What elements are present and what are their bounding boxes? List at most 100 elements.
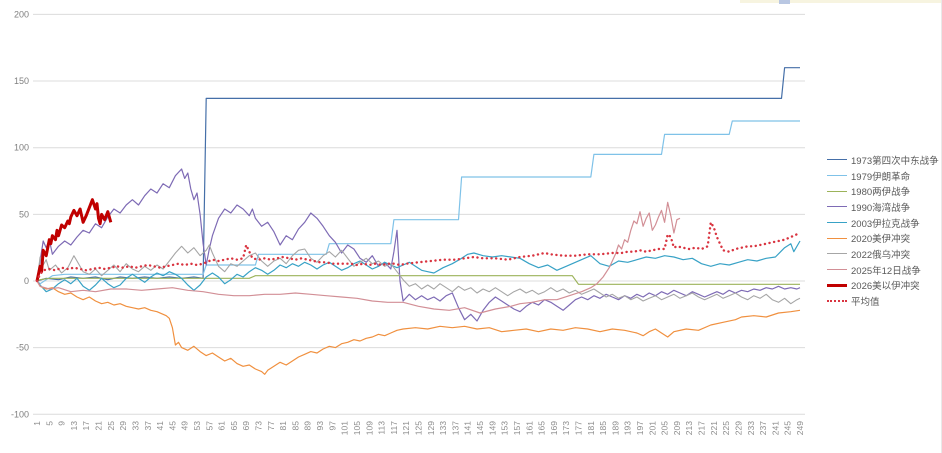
x-axis-tick-label: 165 <box>537 421 547 435</box>
x-axis-tick-label: 233 <box>746 421 756 435</box>
x-axis-tick-label: 89 <box>303 421 313 431</box>
chart-legend: 1973第四次中东战争 1979伊朗革命 1980两伊战争 1990海湾战争 2003伊… <box>827 152 942 309</box>
legend-label: 2025年12日战争 <box>851 265 921 277</box>
x-axis-tick-label: 117 <box>389 421 399 435</box>
x-axis-tick-label: 1 <box>32 421 42 426</box>
x-axis-tick-label: 229 <box>733 421 743 435</box>
x-axis-tick-label: 173 <box>561 421 571 435</box>
y-axis-tick-label: 200 <box>14 9 29 19</box>
x-axis-tick-label: 217 <box>697 421 707 435</box>
series-line <box>36 275 800 285</box>
series-line <box>36 168 801 322</box>
x-axis-tick-label: 245 <box>783 421 793 435</box>
legend-item[interactable]: 1990海湾战争 <box>827 199 942 215</box>
legend-swatch-line <box>827 175 847 177</box>
x-axis-tick-label: 61 <box>217 421 227 431</box>
legend-item[interactable]: 2026美以伊冲突 <box>827 278 942 294</box>
legend-swatch-line <box>827 159 847 161</box>
legend-swatch-line <box>827 206 847 208</box>
legend-label: 2026美以伊冲突 <box>851 281 920 293</box>
x-axis-tick-label: 41 <box>155 421 165 431</box>
x-axis-tick-label: 5 <box>44 421 54 426</box>
x-axis-tick-label: 97 <box>327 421 337 431</box>
x-axis-tick-label: 49 <box>180 421 190 431</box>
x-axis-tick-label: 125 <box>413 421 423 435</box>
x-axis-tick-label: 33 <box>130 421 140 431</box>
x-axis-tick-label: 113 <box>377 421 387 435</box>
x-axis-tick-label: 153 <box>500 421 510 435</box>
legend-item[interactable]: 平均值 <box>827 293 942 309</box>
x-axis-tick-label: 209 <box>672 421 682 435</box>
x-axis-tick-label: 109 <box>364 421 374 435</box>
legend-label: 2003伊拉克战争 <box>851 218 920 230</box>
legend-label: 1990海湾战争 <box>851 202 911 214</box>
x-axis-tick-label: 157 <box>512 421 522 435</box>
x-axis-tick-label: 81 <box>278 421 288 431</box>
legend-item[interactable]: 2022俄乌冲突 <box>827 246 942 262</box>
legend-item[interactable]: 2020美伊冲突 <box>827 230 942 246</box>
legend-swatch-line <box>827 269 847 271</box>
x-axis-tick-label: 161 <box>524 421 534 435</box>
x-axis-tick-label: 221 <box>709 421 719 435</box>
x-axis-tick-label: 53 <box>192 421 202 431</box>
y-axis-tick-label: 100 <box>14 143 29 153</box>
y-axis-tick-label: -100 <box>11 409 29 419</box>
x-axis-tick-label: 29 <box>118 421 128 431</box>
legend-item[interactable]: 1973第四次中东战争 <box>827 152 942 168</box>
x-axis-tick-label: 225 <box>721 421 731 435</box>
legend-swatch-line <box>827 253 847 255</box>
x-axis-tick-label: 121 <box>401 421 411 435</box>
legend-label: 2020美伊冲突 <box>851 234 911 246</box>
x-axis-tick-label: 73 <box>254 421 264 431</box>
legend-item[interactable]: 2003伊拉克战争 <box>827 215 942 231</box>
series-line <box>36 280 801 375</box>
y-axis-tick-label: 0 <box>24 276 29 286</box>
y-axis-tick-label: 50 <box>19 209 29 219</box>
series-line <box>36 240 801 293</box>
series-line <box>36 67 800 282</box>
x-axis-tick-label: 101 <box>340 421 350 435</box>
x-axis-tick-label: 57 <box>204 421 214 431</box>
series-line <box>35 221 802 283</box>
x-axis-tick-label: 141 <box>463 421 473 435</box>
x-axis-tick-label: 181 <box>586 421 596 435</box>
x-axis-tick-label: 65 <box>229 421 239 431</box>
legend-label: 2022俄乌冲突 <box>851 249 911 261</box>
legend-swatch-line <box>827 190 847 192</box>
y-axis-tick-label: 150 <box>14 76 29 86</box>
legend-swatch-line <box>827 300 847 303</box>
series-line <box>36 201 681 314</box>
x-axis-tick-label: 185 <box>598 421 608 435</box>
x-axis-tick-label: 205 <box>660 421 670 435</box>
x-axis-tick-label: 25 <box>106 421 116 431</box>
series-line <box>35 198 113 282</box>
x-axis-tick-label: 93 <box>315 421 325 431</box>
x-axis-tick-label: 133 <box>438 421 448 435</box>
legend-swatch-line <box>827 222 847 224</box>
series-line <box>36 120 800 285</box>
x-axis-tick-label: 237 <box>758 421 768 435</box>
x-axis-tick-label: 213 <box>684 421 694 435</box>
x-axis-tick-label: 241 <box>770 421 780 435</box>
x-axis-tick-label: 129 <box>426 421 436 435</box>
x-axis-tick-label: 193 <box>623 421 633 435</box>
legend-item[interactable]: 1979伊朗革命 <box>827 168 942 184</box>
x-axis-tick-label: 249 <box>795 421 805 435</box>
legend-label: 1973第四次中东战争 <box>851 155 939 167</box>
legend-swatch-line <box>827 283 847 287</box>
legend-item[interactable]: 1980两伊战争 <box>827 183 942 199</box>
x-axis-tick-label: 17 <box>81 421 91 431</box>
legend-item[interactable]: 2025年12日战争 <box>827 262 942 278</box>
y-axis-tick-label: -50 <box>16 343 29 353</box>
legend-label: 1980两伊战争 <box>851 187 911 199</box>
x-axis-tick-label: 9 <box>57 421 67 426</box>
x-axis-tick-label: 149 <box>487 421 497 435</box>
x-axis-tick-label: 21 <box>94 421 104 431</box>
x-axis-tick-label: 177 <box>573 421 583 435</box>
legend-label: 1979伊朗革命 <box>851 171 911 183</box>
x-axis-tick-label: 85 <box>290 421 300 431</box>
x-axis-tick-label: 145 <box>475 421 485 435</box>
x-axis-tick-label: 69 <box>241 421 251 431</box>
